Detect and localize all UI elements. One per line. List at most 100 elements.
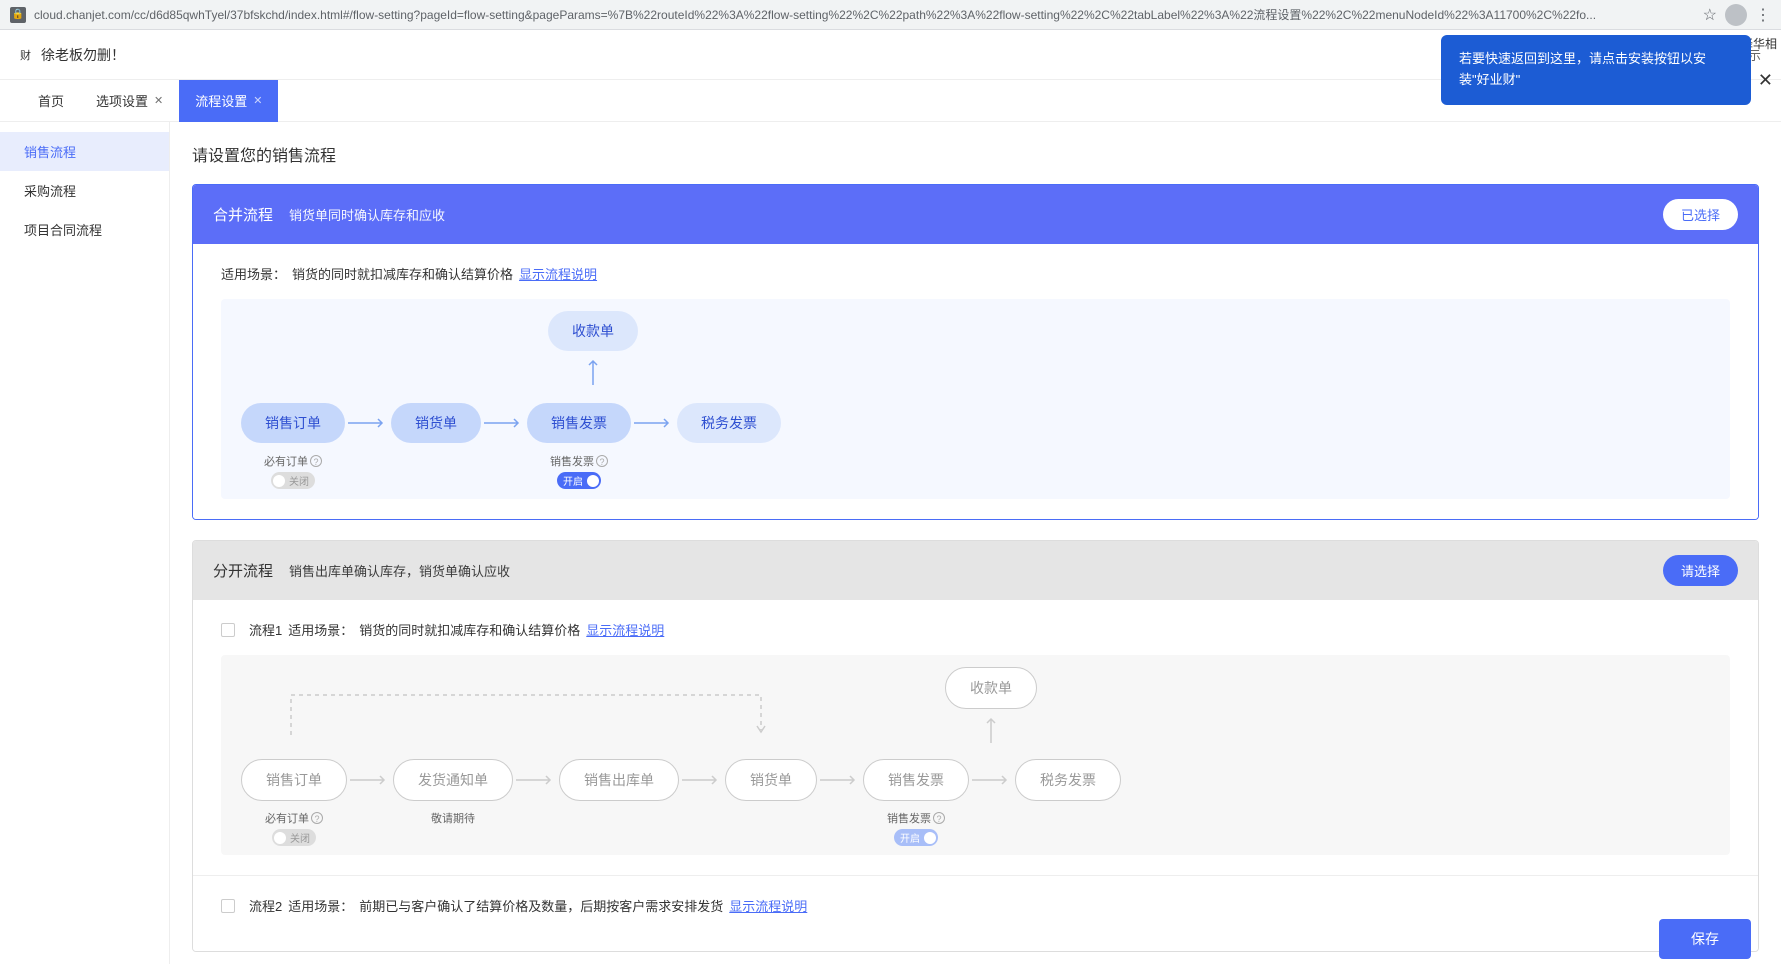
node-label: 税务发票 xyxy=(701,415,757,431)
scenario-text: 销货的同时就扣减库存和确认结算价格 xyxy=(292,264,513,283)
card-header: 分开流程 销售出库单确认库存，销货单确认应收 请选择 xyxy=(193,541,1758,600)
content: 请设置您的销售流程 合并流程 销货单同时确认库存和应收 已选择 适用场景： 销货… xyxy=(170,122,1781,964)
arrow-right-icon xyxy=(969,774,1015,786)
merged-flow-card: 合并流程 销货单同时确认库存和应收 已选择 适用场景： 销货的同时就扣减库存和确… xyxy=(192,184,1759,520)
flow-node-receipt: 收款单 xyxy=(548,311,638,351)
scenario-label: 适用场景： xyxy=(221,264,286,283)
flow2-scenario-line: 流程2 适用场景： 前期已与客户确认了结算价格及数量，后期按客户需求安排发货 显… xyxy=(221,896,1730,915)
select-button[interactable]: 请选择 xyxy=(1663,555,1738,586)
arrow-right-icon xyxy=(513,774,559,786)
profile-icon[interactable] xyxy=(1725,4,1747,26)
flow-node-ship-notice: 发货通知单 敬请期待 xyxy=(393,759,513,801)
main-area: 销售流程 采购流程 项目合同流程 请设置您的销售流程 合并流程 销货单同时确认库… xyxy=(0,122,1781,964)
node-sub: 敬请期待 xyxy=(431,810,475,826)
node-label: 销售订单 xyxy=(265,415,321,431)
node-label: 销货单 xyxy=(415,415,457,431)
tab-home[interactable]: 首页 xyxy=(22,80,80,122)
node-label: 销售发票 xyxy=(551,415,607,431)
help-icon[interactable]: ? xyxy=(311,812,323,824)
workspace-selector[interactable]: 徐老板勿删！ xyxy=(41,45,125,65)
close-icon[interactable]: ✕ xyxy=(154,94,163,107)
dashed-arrow xyxy=(271,685,771,745)
diagram-area-flow1: 收款单 销售订单 必有订单? 关闭 xyxy=(221,655,1730,855)
node-sub: 必有订单? 关闭 xyxy=(264,453,322,490)
scenario-text: 前期已与客户确认了结算价格及数量，后期按客户需求安排发货 xyxy=(359,896,723,915)
save-button[interactable]: 保存 xyxy=(1659,919,1751,959)
tab-options[interactable]: 选项设置 ✕ xyxy=(80,80,179,122)
node-label: 销售订单 xyxy=(266,772,322,788)
tab-flow-settings[interactable]: 流程设置 ✕ xyxy=(179,80,278,122)
arrow-right-icon xyxy=(481,417,527,429)
flow-node-delivery: 销货单 xyxy=(725,759,817,801)
show-description-link[interactable]: 显示流程说明 xyxy=(519,264,597,283)
flow-node-tax-invoice: 税务发票 xyxy=(1015,759,1121,801)
checkbox[interactable] xyxy=(221,623,235,637)
split-flow-card: 分开流程 销售出库单确认库存，销货单确认应收 请选择 流程1 适用场景： 销货的… xyxy=(192,540,1759,952)
flow1-scenario-line: 流程1 适用场景： 销货的同时就扣减库存和确认结算价格 显示流程说明 xyxy=(221,620,1730,639)
scenario-label: 适用场景： xyxy=(288,896,353,915)
card-title: 合并流程 xyxy=(213,204,273,225)
node-label: 税务发票 xyxy=(1040,772,1096,788)
toggle-on[interactable]: 开启 xyxy=(894,829,938,846)
show-description-link[interactable]: 显示流程说明 xyxy=(729,896,807,915)
browser-url-bar: 🔒 cloud.chanjet.com/cc/d6d85qwhTyel/37bf… xyxy=(0,0,1781,30)
receipt-node-wrap: 收款单 xyxy=(945,667,1037,709)
flow-node-sales-invoice: 销售发票 销售发票? 开启 xyxy=(863,759,969,801)
arrow-right-icon xyxy=(345,417,391,429)
arrow-up-icon xyxy=(985,713,997,748)
close-icon[interactable]: ✕ xyxy=(253,94,262,107)
toggle-off[interactable]: 关闭 xyxy=(272,829,316,846)
sidebar-item-project[interactable]: 项目合同流程 xyxy=(0,210,169,249)
show-description-link[interactable]: 显示流程说明 xyxy=(586,620,664,639)
node-label: 发货通知单 xyxy=(418,772,488,788)
flow-node-sales-invoice: 销售发票 销售发票? 开启 xyxy=(527,403,631,443)
receipt-node-wrap: 收款单 xyxy=(548,311,638,351)
toggle-on[interactable]: 开启 xyxy=(557,472,601,489)
arrow-right-icon xyxy=(679,774,725,786)
flow-node-receipt: 收款单 xyxy=(945,667,1037,709)
star-icon[interactable]: ☆ xyxy=(1703,5,1717,25)
tab-label: 流程设置 xyxy=(195,91,247,110)
checkbox[interactable] xyxy=(221,899,235,913)
scenario-text: 销货的同时就扣减库存和确认结算价格 xyxy=(359,620,580,639)
arrow-right-icon xyxy=(631,417,677,429)
node-label: 销售出库单 xyxy=(584,772,654,788)
card-subtitle: 销售出库单确认库存，销货单确认应收 xyxy=(289,561,510,580)
arrow-right-icon xyxy=(347,774,393,786)
tab-label: 首页 xyxy=(38,91,64,110)
scenario-line: 适用场景： 销货的同时就扣减库存和确认结算价格 显示流程说明 xyxy=(221,264,1730,283)
node-sub: 必有订单? 关闭 xyxy=(265,810,323,847)
sidebar-item-label: 采购流程 xyxy=(24,184,76,199)
sidebar-item-sales[interactable]: 销售流程 xyxy=(0,132,169,171)
menu-dots-icon[interactable]: ⋮ xyxy=(1755,5,1771,25)
page-title: 请设置您的销售流程 xyxy=(192,142,1759,166)
help-icon[interactable]: ? xyxy=(310,455,322,467)
selected-badge[interactable]: 已选择 xyxy=(1663,199,1738,230)
arrow-up-icon xyxy=(587,355,599,390)
tab-label: 选项设置 xyxy=(96,91,148,110)
arrow-right-icon xyxy=(817,774,863,786)
card-subtitle: 销货单同时确认库存和应收 xyxy=(289,205,445,224)
node-sub: 销售发票? 开启 xyxy=(887,810,945,846)
diagram-area: 收款单 销售订单 必有订单? 关闭 xyxy=(221,299,1730,499)
sidebar-item-label: 销售流程 xyxy=(24,145,76,160)
scenario-label: 适用场景： xyxy=(288,620,353,639)
close-icon[interactable]: ✕ xyxy=(1758,70,1773,91)
node-label: 收款单 xyxy=(970,680,1012,696)
flow-node-sales-order: 销售订单 必有订单? 关闭 xyxy=(241,403,345,443)
node-label: 收款单 xyxy=(572,323,614,339)
node-label: 销货单 xyxy=(750,772,792,788)
help-icon[interactable]: ? xyxy=(596,455,608,467)
card-header: 合并流程 销货单同时确认库存和应收 已选择 xyxy=(193,185,1758,244)
flow-label: 流程1 xyxy=(249,620,282,639)
flow-main-row: 销售订单 必有订单? 关闭 销货单 销售发票 xyxy=(241,403,1710,443)
sidebar-item-purchase[interactable]: 采购流程 xyxy=(0,171,169,210)
node-label: 销售发票 xyxy=(888,772,944,788)
sidebar: 销售流程 采购流程 项目合同流程 xyxy=(0,122,170,964)
flow-node-sales-order: 销售订单 必有订单? 关闭 xyxy=(241,759,347,801)
flow2-section: 流程2 适用场景： 前期已与客户确认了结算价格及数量，后期按客户需求安排发货 显… xyxy=(193,875,1758,915)
workspace-name: 徐老板勿删！ xyxy=(41,47,125,63)
help-icon[interactable]: ? xyxy=(933,812,945,824)
toggle-off[interactable]: 关闭 xyxy=(271,472,315,489)
card-body: 适用场景： 销货的同时就扣减库存和确认结算价格 显示流程说明 收款单 xyxy=(193,244,1758,519)
